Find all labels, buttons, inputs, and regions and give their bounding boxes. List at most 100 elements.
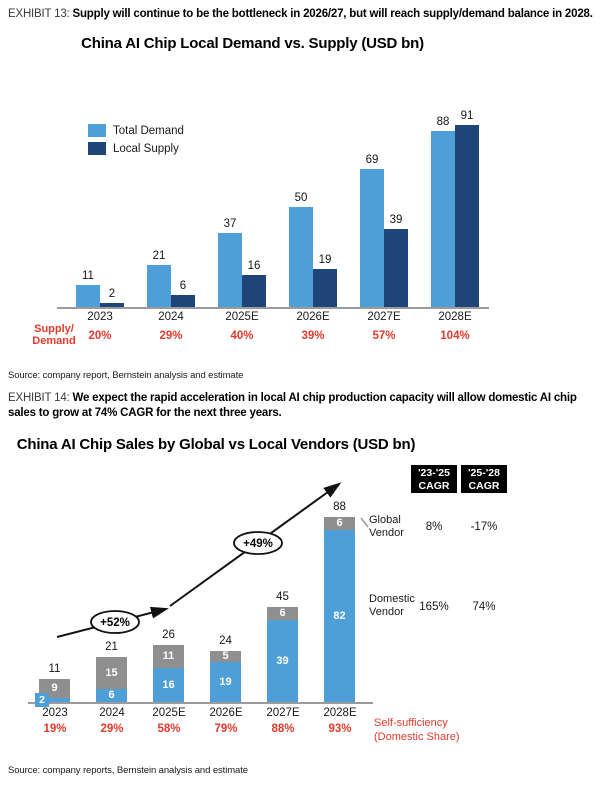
global-segment-label: 11: [162, 650, 175, 662]
cagr-header-2-range: '25-'28: [468, 467, 500, 479]
bar-total-demand: [76, 285, 100, 307]
total-demand-swatch: [88, 124, 106, 137]
domestic-segment-label: 16: [162, 679, 175, 691]
chart1-x-axis-label: 2023: [87, 311, 113, 323]
cagr-header-2-word: CAGR: [468, 480, 500, 492]
chart2-x-axis-label: 2024: [99, 707, 125, 719]
bar-total-demand: [218, 233, 242, 307]
bar-value-label: 69: [365, 154, 379, 166]
supply-demand-pct: 40%: [230, 330, 254, 342]
total-demand-label: Total Demand: [113, 124, 184, 137]
chart2-plot: 2 9 11 6 15 21 16 11 26 19 5 24 39 6 45 82 6 88: [28, 470, 373, 707]
supply-demand-line2: Demand: [32, 334, 76, 347]
global-segment-label: 6: [336, 517, 343, 529]
bar-value-label: 21: [152, 250, 166, 262]
chart1-title: China AI Chip Local Demand vs. Supply (U…: [81, 35, 424, 52]
bar-local-supply: [455, 125, 479, 307]
domestic-segment-label: 19: [219, 676, 232, 688]
self-sufficiency-pct: 93%: [328, 723, 352, 735]
exhibit13-label: EXHIBIT 13:: [8, 8, 70, 20]
domestic-segment-label: 39: [276, 655, 289, 667]
legend-item-local-supply: Local Supply: [88, 142, 184, 155]
domestic-vendor-cagr-2528: 74%: [472, 601, 496, 613]
bar-value-label: 50: [294, 192, 308, 204]
chart2-x-axis-label: 2023: [42, 707, 68, 719]
exhibit13-text: Supply will continue to be the bottlenec…: [72, 8, 593, 20]
supply-demand-row-label: Supply/ Demand: [30, 323, 78, 347]
bar-value-label: 16: [247, 260, 261, 272]
global-vendor-cagr-2528: -17%: [470, 521, 498, 533]
supply-demand-line1: Supply/: [34, 323, 74, 335]
bar-value-label: 2: [108, 288, 116, 300]
bar-total-demand: [289, 207, 313, 307]
local-supply-label: Local Supply: [113, 142, 179, 155]
bar-global-vendor: [153, 645, 184, 668]
bar-local-supply: [100, 303, 124, 307]
supply-demand-pct: 39%: [301, 330, 325, 342]
domestic-segment-label: 6: [108, 689, 115, 701]
self-sufficiency-line1: Self-sufficiency: [374, 717, 448, 729]
local-supply-swatch: [88, 142, 106, 155]
cagr-header-2: '25-'28 CAGR: [461, 465, 507, 493]
bar-value-label: 88: [436, 116, 450, 128]
supply-demand-pct: 20%: [88, 330, 112, 342]
total-value-label: 88: [333, 501, 346, 513]
bar-total-demand: [360, 169, 384, 307]
self-sufficiency-pct: 58%: [157, 723, 181, 735]
global-segment-label: 15: [105, 667, 118, 679]
chart1-x-axis-label: 2027E: [367, 311, 401, 323]
chart2-x-axis-label: 2028E: [323, 707, 357, 719]
chart1-legend: Total Demand Local Supply: [88, 124, 184, 160]
bar-local-supply: [384, 229, 408, 307]
exhibit13-caption: EXHIBIT 13: Supply will continue to be t…: [8, 7, 594, 22]
cagr-header-1: '23-'25 CAGR: [411, 465, 457, 493]
bar-global-vendor: [96, 657, 127, 689]
bar-value-label: 39: [389, 214, 403, 226]
total-value-label: 45: [276, 591, 289, 603]
bar-global-vendor: [267, 607, 298, 620]
chart1-plot: Total Demand Local Supply 11 2 21 6 37 16 50 19…: [57, 98, 489, 309]
chart1-source: Source: company report, Bernstein analys…: [8, 370, 244, 381]
bar-local-supply: [313, 269, 337, 307]
bar-value-label: 11: [82, 270, 94, 282]
bar-value-label: 37: [223, 218, 237, 230]
bar-domestic-vendor: [153, 668, 184, 702]
total-value-label: 26: [162, 629, 175, 641]
supply-demand-pct: 104%: [440, 330, 470, 342]
exhibit14-label: EXHIBIT 14:: [8, 392, 70, 404]
chart1-x-axis-label: 2024: [158, 311, 184, 323]
cagr-header-1-range: '23-'25: [418, 467, 450, 479]
bar-domestic-vendor: [39, 698, 70, 702]
supply-demand-pct: 29%: [159, 330, 183, 342]
bar-global-vendor: [210, 651, 241, 662]
bar-local-supply: [171, 295, 195, 307]
domestic-segment-label: 82: [333, 610, 346, 622]
self-sufficiency-pct: 29%: [100, 723, 124, 735]
global-segment-label: 5: [222, 650, 229, 662]
self-sufficiency-pct: 88%: [271, 723, 295, 735]
exhibit14-caption: EXHIBIT 14: We expect the rapid accelera…: [8, 391, 594, 421]
global-vendor-cagr-2325: 8%: [425, 521, 443, 533]
chart2-x-axis-label: 2025E: [152, 707, 186, 719]
bar-domestic-vendor: [96, 689, 127, 702]
bar-value-label: 6: [179, 280, 187, 292]
cagr-header-1-word: CAGR: [418, 480, 450, 492]
global-segment-label: 6: [279, 607, 286, 619]
domestic-segment-label: 2: [35, 693, 49, 707]
chart1-x-axis-label: 2025E: [225, 311, 259, 323]
global-vendor-label: Global Vendor: [369, 514, 404, 539]
self-sufficiency-pct: 79%: [214, 723, 238, 735]
chart2-title: China AI Chip Sales by Global vs Local V…: [16, 436, 416, 453]
domestic-vendor-cagr-2325: 165%: [419, 601, 449, 613]
bar-value-label: 19: [318, 254, 332, 266]
self-sufficiency-pct: 19%: [43, 723, 67, 735]
bar-domestic-vendor: [210, 662, 241, 702]
chart1-x-axis-label: 2026E: [296, 311, 330, 323]
chart2-x-axis-label: 2027E: [266, 707, 300, 719]
domestic-vendor-label: Domestic Vendor: [369, 593, 415, 618]
total-value-label: 11: [48, 663, 61, 675]
bar-local-supply: [242, 275, 266, 307]
chart2-source: Source: company reports, Bernstein analy…: [8, 765, 248, 776]
legend-item-total-demand: Total Demand: [88, 124, 184, 137]
supply-demand-pct: 57%: [372, 330, 396, 342]
